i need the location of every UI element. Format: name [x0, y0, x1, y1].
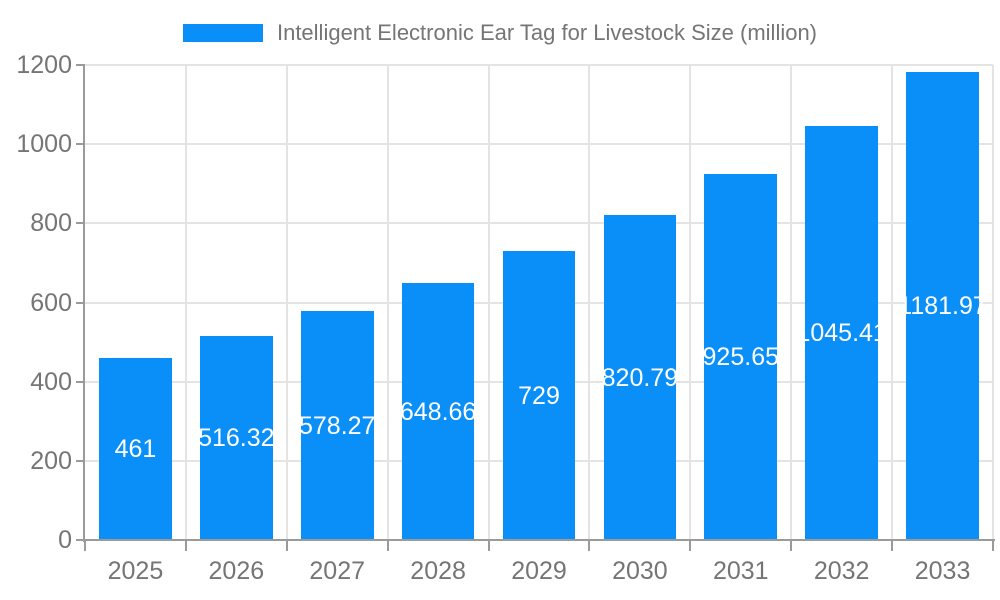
y-tick-mark	[76, 143, 85, 146]
v-gridline	[891, 65, 894, 540]
y-tick-mark	[76, 380, 85, 383]
v-gridline	[184, 65, 187, 540]
y-tick-label: 800	[30, 209, 72, 238]
x-axis-line	[83, 539, 995, 541]
v-gridline	[386, 65, 389, 540]
y-tick-mark	[76, 459, 85, 462]
v-gridline	[790, 65, 793, 540]
bar-2031[interactable]	[704, 173, 778, 540]
x-tick-label: 2028	[410, 557, 466, 585]
y-tick-label: 200	[30, 446, 72, 475]
x-tick-label: 2027	[309, 557, 366, 585]
h-gridline	[85, 143, 993, 146]
bar-2033[interactable]	[906, 72, 979, 540]
x-tick-label: 2033	[914, 557, 971, 585]
x-tick-label: 2026	[208, 557, 265, 585]
y-tick-label: 1200	[16, 51, 72, 79]
bar-2029[interactable]	[502, 251, 576, 540]
y-tick-label: 0	[58, 526, 72, 554]
legend[interactable]: Intelligent Electronic Ear Tag for Lives…	[0, 20, 1000, 45]
x-tick-mark	[184, 541, 187, 551]
x-tick-mark	[891, 541, 894, 551]
bar-2025[interactable]	[99, 357, 172, 540]
x-tick-label: 2030	[612, 557, 668, 585]
v-gridline	[285, 65, 288, 540]
x-tick-label: 2025	[107, 557, 164, 585]
x-tick-mark	[487, 541, 490, 551]
x-tick-mark	[386, 541, 389, 551]
legend-swatch-icon	[182, 24, 263, 42]
x-tick-mark	[992, 541, 994, 551]
x-tick-mark	[84, 541, 86, 551]
bar-2030[interactable]	[603, 215, 677, 540]
x-tick-mark	[588, 541, 591, 551]
y-axis-line	[83, 65, 85, 542]
bar-2027[interactable]	[300, 311, 374, 540]
bar-2026[interactable]	[200, 335, 273, 540]
y-tick-label: 1000	[16, 130, 72, 159]
x-tick-mark	[790, 541, 793, 551]
y-tick-mark	[76, 301, 85, 304]
y-tick-label: 400	[30, 367, 72, 396]
x-tick-label: 2029	[511, 557, 567, 585]
x-tick-label: 2031	[712, 557, 769, 585]
bar-2032[interactable]	[805, 126, 878, 540]
v-gridline	[487, 65, 490, 540]
x-tick-label: 2032	[813, 557, 870, 585]
y-tick-mark	[76, 222, 85, 225]
v-gridline	[992, 65, 994, 540]
x-tick-mark	[285, 541, 288, 551]
bar-2028[interactable]	[401, 283, 475, 540]
v-gridline	[689, 65, 692, 540]
y-tick-label: 600	[30, 288, 72, 317]
y-tick-mark	[76, 539, 85, 541]
h-gridline	[85, 222, 993, 225]
y-tick-mark	[76, 64, 85, 66]
x-tick-mark	[689, 541, 692, 551]
h-gridline	[85, 64, 993, 66]
legend-label: Intelligent Electronic Ear Tag for Lives…	[276, 20, 818, 45]
v-gridline	[588, 65, 591, 540]
